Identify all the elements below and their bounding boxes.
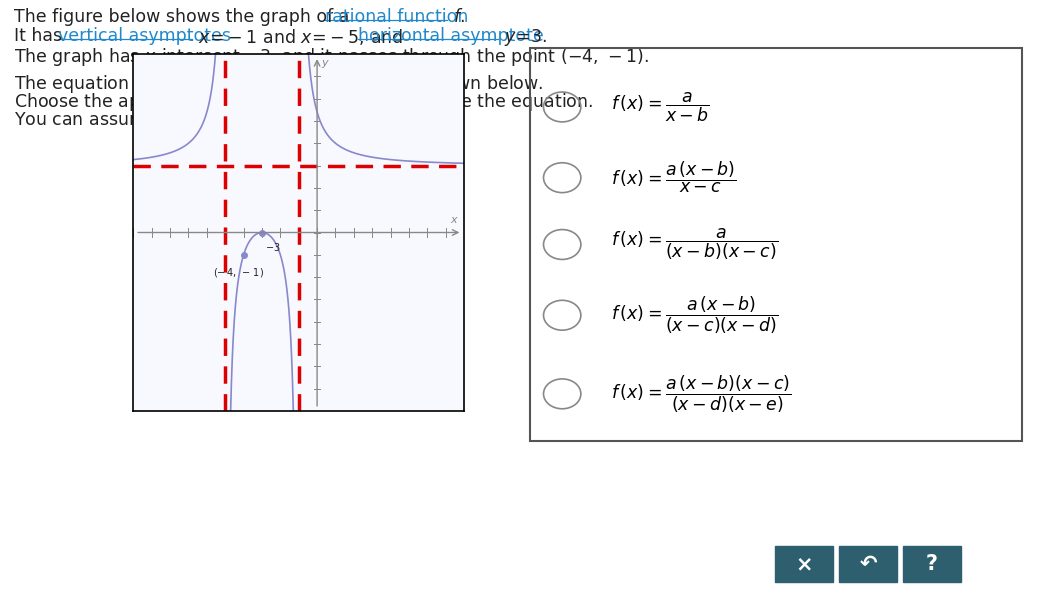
Text: $f\,(x) = \dfrac{a\,(x - b)}{x - c}$: $f\,(x) = \dfrac{a\,(x - b)}{x - c}$ (611, 160, 737, 196)
Text: ×: × (795, 554, 813, 574)
Text: rational function: rational function (326, 8, 468, 26)
Text: You can assume that $f\,(x)$ is in: You can assume that $f\,(x)$ is in (14, 109, 278, 129)
FancyBboxPatch shape (903, 546, 961, 582)
Text: $f\,(x) = \dfrac{a\,(x - b)}{(x - c)(x - d)}$: $f\,(x) = \dfrac{a\,(x - b)}{(x - c)(x -… (611, 295, 778, 336)
FancyBboxPatch shape (839, 546, 897, 582)
Text: The figure below shows the graph of a: The figure below shows the graph of a (14, 8, 355, 26)
Text: $f\,(x) = \dfrac{a}{x - b}$: $f\,(x) = \dfrac{a}{x - b}$ (611, 90, 710, 124)
Text: $-3$: $-3$ (265, 241, 280, 253)
Text: It has: It has (14, 27, 67, 45)
Text: $\mathit{f}$.: $\mathit{f}$. (448, 8, 465, 26)
Text: ?: ? (926, 554, 938, 574)
Text: .: . (310, 109, 315, 127)
Text: $(-\,4,\,-\,1)$: $(-\,4,\,-\,1)$ (212, 266, 264, 279)
Text: y: y (321, 58, 329, 68)
Text: Choose the appropriate form for $f\,(x)$, and then write the equation.: Choose the appropriate form for $f\,(x)$… (14, 91, 593, 113)
Text: The graph has $x$-intercept $-3$, and it passes through the point $(-4,\,-1)$.: The graph has $x$-intercept $-3$, and it… (14, 46, 649, 68)
Text: The equation for $f\,(x)$ has one of the five forms shown below.: The equation for $f\,(x)$ has one of the… (14, 73, 544, 95)
Text: $x\!=\!-1$ and $x\!=\!-5$, and: $x\!=\!-1$ and $x\!=\!-5$, and (193, 27, 404, 47)
Text: $y\!=\!3$.: $y\!=\!3$. (499, 27, 547, 48)
Text: $f\,(x) = \dfrac{a\,(x - b)(x - c)}{(x - d)(x - e)}$: $f\,(x) = \dfrac{a\,(x - b)(x - c)}{(x -… (611, 373, 792, 415)
Text: vertical asymptotes: vertical asymptotes (58, 27, 231, 45)
Text: $f\,(x) = \dfrac{a}{(x - b)(x - c)}$: $f\,(x) = \dfrac{a}{(x - b)(x - c)}$ (611, 227, 778, 262)
Text: horizontal asymptote: horizontal asymptote (358, 27, 544, 45)
FancyBboxPatch shape (775, 546, 833, 582)
Text: simplest form: simplest form (214, 109, 334, 127)
Text: x: x (450, 215, 457, 224)
Text: ↶: ↶ (859, 554, 877, 574)
